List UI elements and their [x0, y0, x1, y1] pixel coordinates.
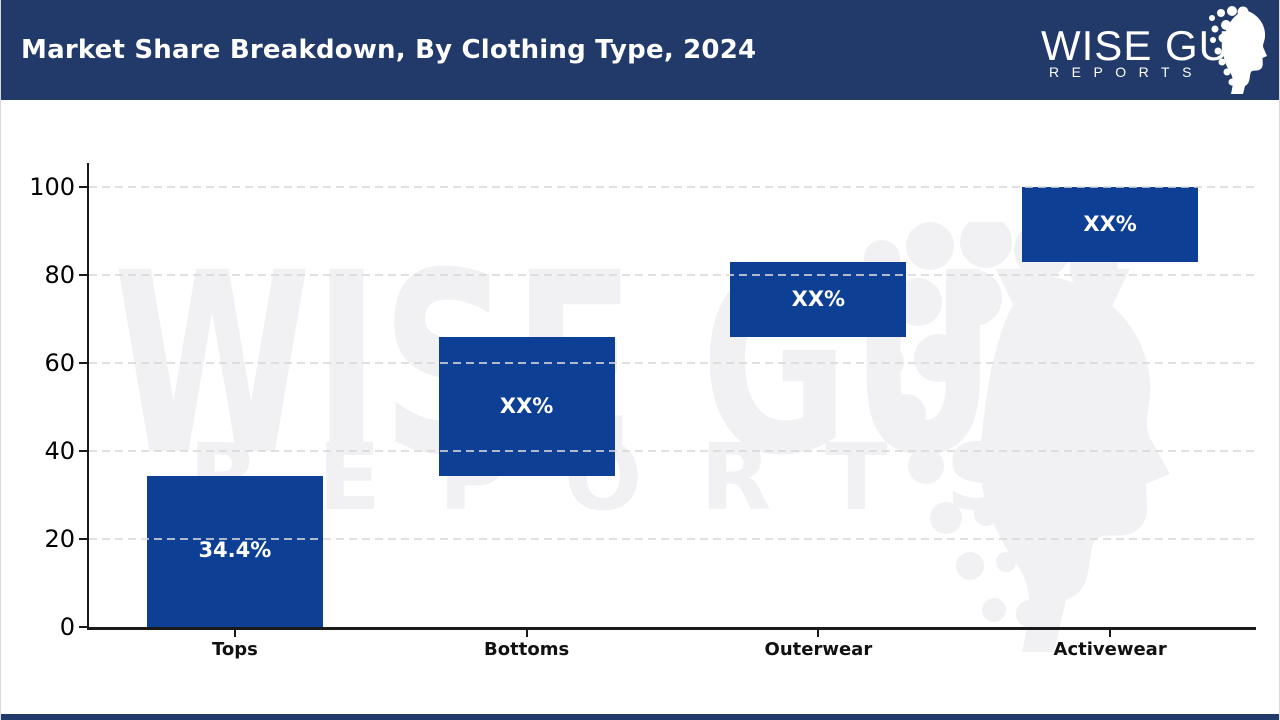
bar-activewear [1022, 187, 1199, 263]
bar-label-tops: 34.4% [198, 538, 272, 563]
brand-logo-subtitle: REPORTS [1049, 64, 1204, 80]
gridline-80 [89, 274, 1256, 276]
y-tick-100 [79, 186, 87, 188]
page-title: Market Share Breakdown, By Clothing Type… [21, 35, 757, 65]
x-axis-spine [87, 627, 1256, 630]
bar-label-outerwear: XX% [791, 286, 846, 311]
header-bar: Market Share Breakdown, By Clothing Type… [1, 0, 1279, 100]
gridline-100 [89, 186, 1256, 188]
bar-label-activewear: XX% [1083, 211, 1137, 236]
y-tick-label-100: 100 [29, 173, 75, 201]
y-tick-label-40: 40 [44, 437, 75, 465]
brand-logo: WISE GUY REPORTS [1007, 0, 1267, 100]
x-label-activewear: Activewear [1053, 639, 1167, 660]
x-label-tops: Tops [211, 639, 258, 660]
y-axis-spine [87, 163, 89, 630]
gridline-20 [89, 538, 1256, 540]
y-tick-label-80: 80 [44, 261, 75, 289]
x-tick-outerwear [817, 630, 820, 637]
y-tick-40 [79, 450, 87, 452]
y-tick-label-20: 20 [44, 525, 75, 553]
brand-logo-head-icon [1209, 6, 1267, 94]
gridline-40 [89, 450, 1256, 452]
gridline-60 [89, 362, 1256, 364]
y-tick-0 [79, 626, 87, 628]
footer-bar [1, 714, 1279, 720]
y-tick-label-60: 60 [44, 349, 75, 377]
bar-label-bottoms: XX% [499, 393, 554, 418]
y-tick-60 [79, 362, 87, 364]
bar-tops [146, 475, 323, 627]
x-tick-bottoms [525, 630, 528, 637]
x-label-bottoms: Bottoms [484, 639, 570, 660]
y-tick-label-0: 0 [59, 613, 75, 641]
y-tick-20 [79, 538, 87, 540]
x-tick-tops [233, 630, 236, 637]
x-tick-activewear [1109, 630, 1112, 637]
y-tick-80 [79, 274, 87, 276]
x-label-outerwear: Outerwear [764, 639, 873, 660]
bar-bottoms [438, 337, 615, 476]
